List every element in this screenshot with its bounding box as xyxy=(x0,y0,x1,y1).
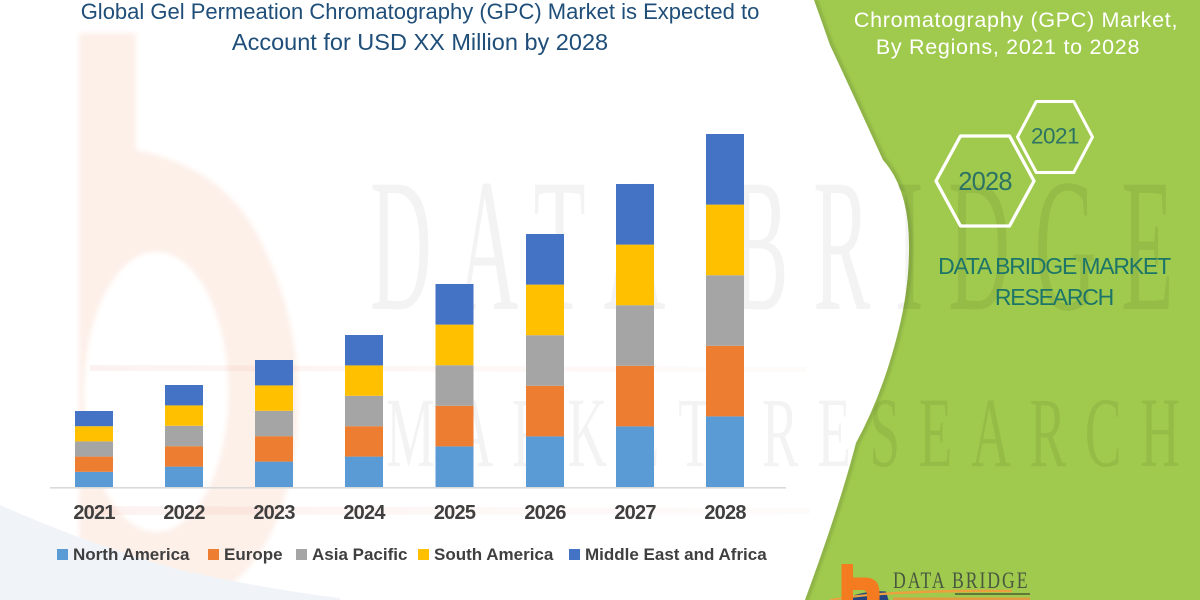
svg-text:DATA BRIDGE: DATA BRIDGE xyxy=(893,569,1030,594)
svg-text:2028: 2028 xyxy=(958,168,1012,196)
svg-text:2021: 2021 xyxy=(1031,124,1079,149)
svg-text:MARKET RESEARCH: MARKET RESEARCH xyxy=(386,378,1199,488)
